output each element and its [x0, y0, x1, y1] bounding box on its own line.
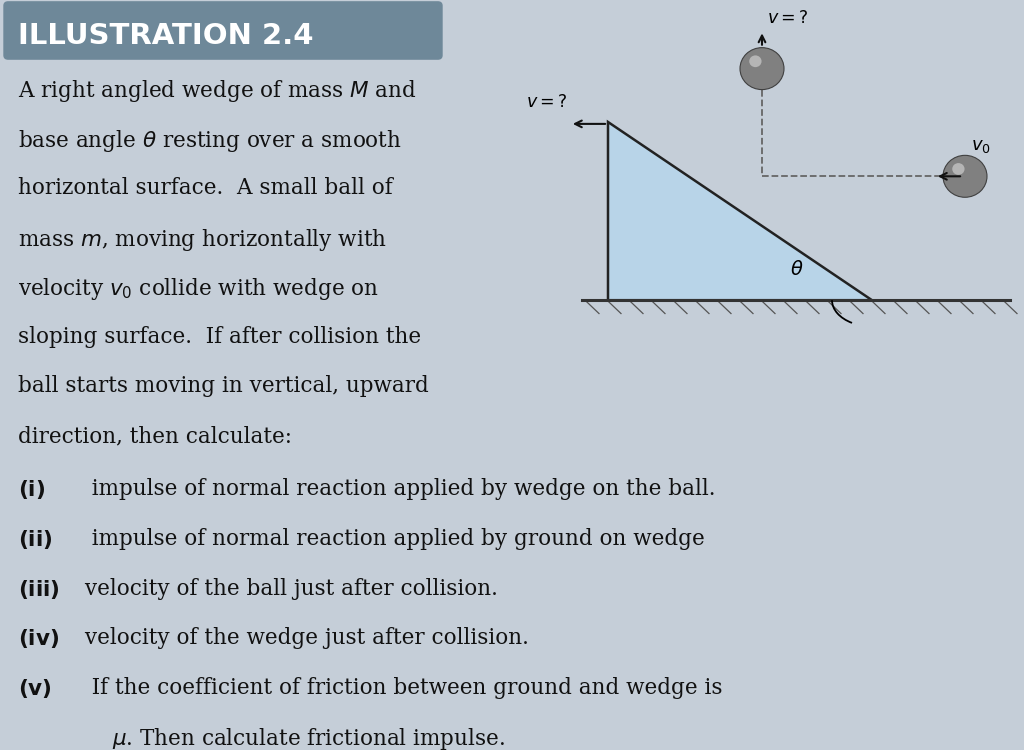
Text: $\mu$. Then calculate frictional impulse.: $\mu$. Then calculate frictional impulse… — [78, 726, 505, 750]
Text: velocity of the ball just after collision.: velocity of the ball just after collisio… — [78, 578, 498, 599]
Polygon shape — [608, 122, 872, 300]
Text: horizontal surface.  A small ball of: horizontal surface. A small ball of — [18, 177, 393, 200]
Text: $v=?$: $v=?$ — [526, 94, 568, 110]
Text: A right angled wedge of mass $M$ and: A right angled wedge of mass $M$ and — [18, 78, 417, 104]
Text: $\mathbf{(v)}$: $\mathbf{(v)}$ — [18, 676, 52, 700]
Text: velocity $v_0$ collide with wedge on: velocity $v_0$ collide with wedge on — [18, 276, 379, 302]
Text: mass $m$, moving horizontally with: mass $m$, moving horizontally with — [18, 226, 387, 253]
Text: velocity of the wedge just after collision.: velocity of the wedge just after collisi… — [78, 627, 528, 649]
Text: base angle $\theta$ resting over a smooth: base angle $\theta$ resting over a smoot… — [18, 128, 401, 154]
FancyBboxPatch shape — [4, 2, 442, 59]
Text: $\mathbf{(ii)}$: $\mathbf{(ii)}$ — [18, 528, 52, 551]
Text: $\mathbf{(iii)}$: $\mathbf{(iii)}$ — [18, 578, 60, 601]
Text: $v_0$: $v_0$ — [971, 137, 991, 155]
Circle shape — [740, 48, 784, 89]
Text: sloping surface.  If after collision the: sloping surface. If after collision the — [18, 326, 421, 348]
Text: impulse of normal reaction applied by ground on wedge: impulse of normal reaction applied by gr… — [78, 528, 705, 550]
Circle shape — [750, 56, 762, 68]
Circle shape — [952, 163, 965, 175]
Text: direction, then calculate:: direction, then calculate: — [18, 425, 292, 447]
Text: $\mathbf{(iv)}$: $\mathbf{(iv)}$ — [18, 627, 59, 650]
Circle shape — [943, 155, 987, 197]
Text: $\mathbf{(i)}$: $\mathbf{(i)}$ — [18, 478, 45, 502]
Text: ball starts moving in vertical, upward: ball starts moving in vertical, upward — [18, 376, 429, 398]
Text: $\theta$: $\theta$ — [791, 260, 804, 279]
Text: If the coefficient of friction between ground and wedge is: If the coefficient of friction between g… — [78, 676, 723, 699]
Text: impulse of normal reaction applied by wedge on the ball.: impulse of normal reaction applied by we… — [78, 478, 716, 500]
Text: $v=?$: $v=?$ — [767, 10, 809, 27]
Text: ILLUSTRATION 2.4: ILLUSTRATION 2.4 — [18, 22, 313, 50]
